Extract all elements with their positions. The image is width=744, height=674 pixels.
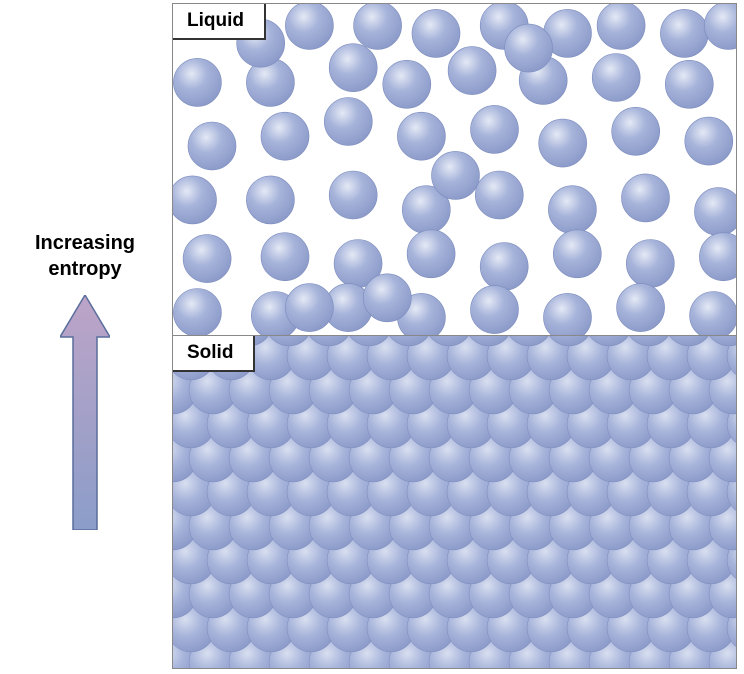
arrow-up-icon [60, 295, 110, 530]
state-panels: Liquid Solid [172, 3, 737, 669]
label-line-2: entropy [48, 258, 121, 280]
entropy-arrow [60, 295, 110, 530]
liquid-label: Liquid [173, 4, 266, 40]
liquid-particles [173, 4, 736, 336]
diagram-root: Increasing entropy Liquid [0, 0, 744, 674]
entropy-axis-label: Increasing entropy [0, 230, 170, 282]
solid-label: Solid [173, 336, 255, 372]
liquid-panel: Liquid [173, 4, 736, 336]
solid-particles [173, 336, 736, 668]
solid-panel: Solid [173, 336, 736, 668]
label-line-1: Increasing [35, 232, 135, 254]
